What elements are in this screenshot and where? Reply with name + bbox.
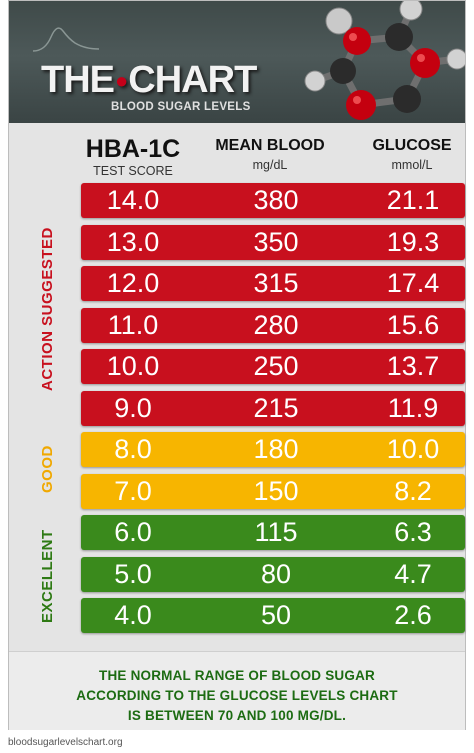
hba1c-value: 13.0 [106, 226, 160, 257]
table-row: 6.0 115 6.3 [81, 515, 465, 550]
hba1c-value: 5.0 [114, 558, 152, 589]
mean-blood-value: 215 [253, 392, 299, 423]
mean-blood-value: 315 [253, 268, 299, 298]
glucose-value: 10.0 [386, 434, 440, 464]
table-row: 14.0 380 21.1 [81, 183, 465, 218]
table-row: 11.0 280 15.6 [81, 307, 465, 343]
page-subtitle: BLOOD SUGAR LEVELS [111, 101, 251, 113]
glucose-molecule-icon [304, 1, 465, 120]
mean-blood-value: 250 [253, 351, 299, 381]
glucose-value: 15.6 [386, 309, 440, 340]
mean-blood-value: 50 [260, 600, 292, 630]
site-url: bloodsugarlevelschart.org [8, 737, 123, 748]
hba1c-value: 14.0 [106, 185, 160, 215]
glucose-value: 13.7 [386, 351, 440, 381]
glucose-value: 21.1 [386, 185, 440, 215]
glucose-value: 19.3 [386, 226, 440, 257]
mean-blood-value: 115 [254, 517, 298, 547]
mean-blood-value: 280 [253, 309, 299, 340]
table-row: 7.0 150 8.2 [81, 473, 465, 509]
table-row: 13.0 350 19.3 [81, 224, 465, 260]
table-row: 4.0 50 2.6 [81, 598, 465, 633]
glucose-value: 6.3 [394, 517, 432, 547]
footer-line-3: IS BETWEEN 70 AND 100 MG/DL. [127, 708, 347, 723]
chart-card: THE●CHART BLOOD SUGAR LEVELS [8, 0, 466, 730]
header-banner: THE●CHART BLOOD SUGAR LEVELS [9, 1, 465, 123]
column-header-mean-blood: MEAN BLOOD mg/dL [215, 137, 325, 172]
glucose-value: 17.4 [386, 268, 440, 298]
glucose-value: 2.6 [394, 600, 432, 630]
glucose-value: 4.7 [394, 558, 432, 589]
hba1c-value: 12.0 [106, 268, 160, 298]
hba1c-value: 7.0 [114, 475, 152, 506]
hba1c-value: 9.0 [114, 392, 152, 423]
mean-blood-value: 380 [253, 185, 299, 215]
column-header-hba1c: HBA-1C TEST SCORE [85, 135, 181, 178]
blood-drop-icon: ● [115, 68, 128, 93]
category-label-excellent: EXCELLENT [39, 529, 56, 623]
category-label-good: GOOD [39, 445, 56, 493]
table-row: 12.0 315 17.4 [81, 266, 465, 301]
category-label-action: ACTION SUGGESTED [39, 227, 56, 391]
footer-line-1: THE NORMAL RANGE OF BLOOD SUGAR [99, 668, 375, 683]
table-row: 8.0 180 10.0 [81, 432, 465, 467]
mean-blood-value: 150 [253, 475, 299, 506]
footer-note: THE NORMAL RANGE OF BLOOD SUGAR ACCORDIN… [9, 651, 465, 730]
hba1c-value: 10.0 [106, 351, 160, 381]
hba1c-value: 11.0 [107, 309, 159, 340]
column-header-glucose: GLUCOSE mmol/L [372, 137, 452, 172]
page-title: THE●CHART [41, 59, 257, 101]
hba1c-value: 6.0 [114, 517, 152, 547]
glucose-value: 8.2 [394, 475, 432, 506]
glucose-curve-icon [32, 27, 100, 52]
footer-line-2: ACCORDING TO THE GLUCOSE LEVELS CHART [76, 688, 398, 703]
table-row: 10.0 250 13.7 [81, 349, 465, 384]
hba1c-value: 4.0 [114, 600, 152, 630]
mean-blood-value: 180 [253, 434, 299, 464]
hba1c-value: 8.0 [114, 434, 152, 464]
glucose-value: 11.9 [387, 392, 439, 423]
mean-blood-value: 80 [260, 558, 292, 589]
table-row: 5.0 80 4.7 [81, 556, 465, 592]
table-row: 9.0 215 11.9 [81, 390, 465, 426]
mean-blood-value: 350 [253, 226, 299, 257]
